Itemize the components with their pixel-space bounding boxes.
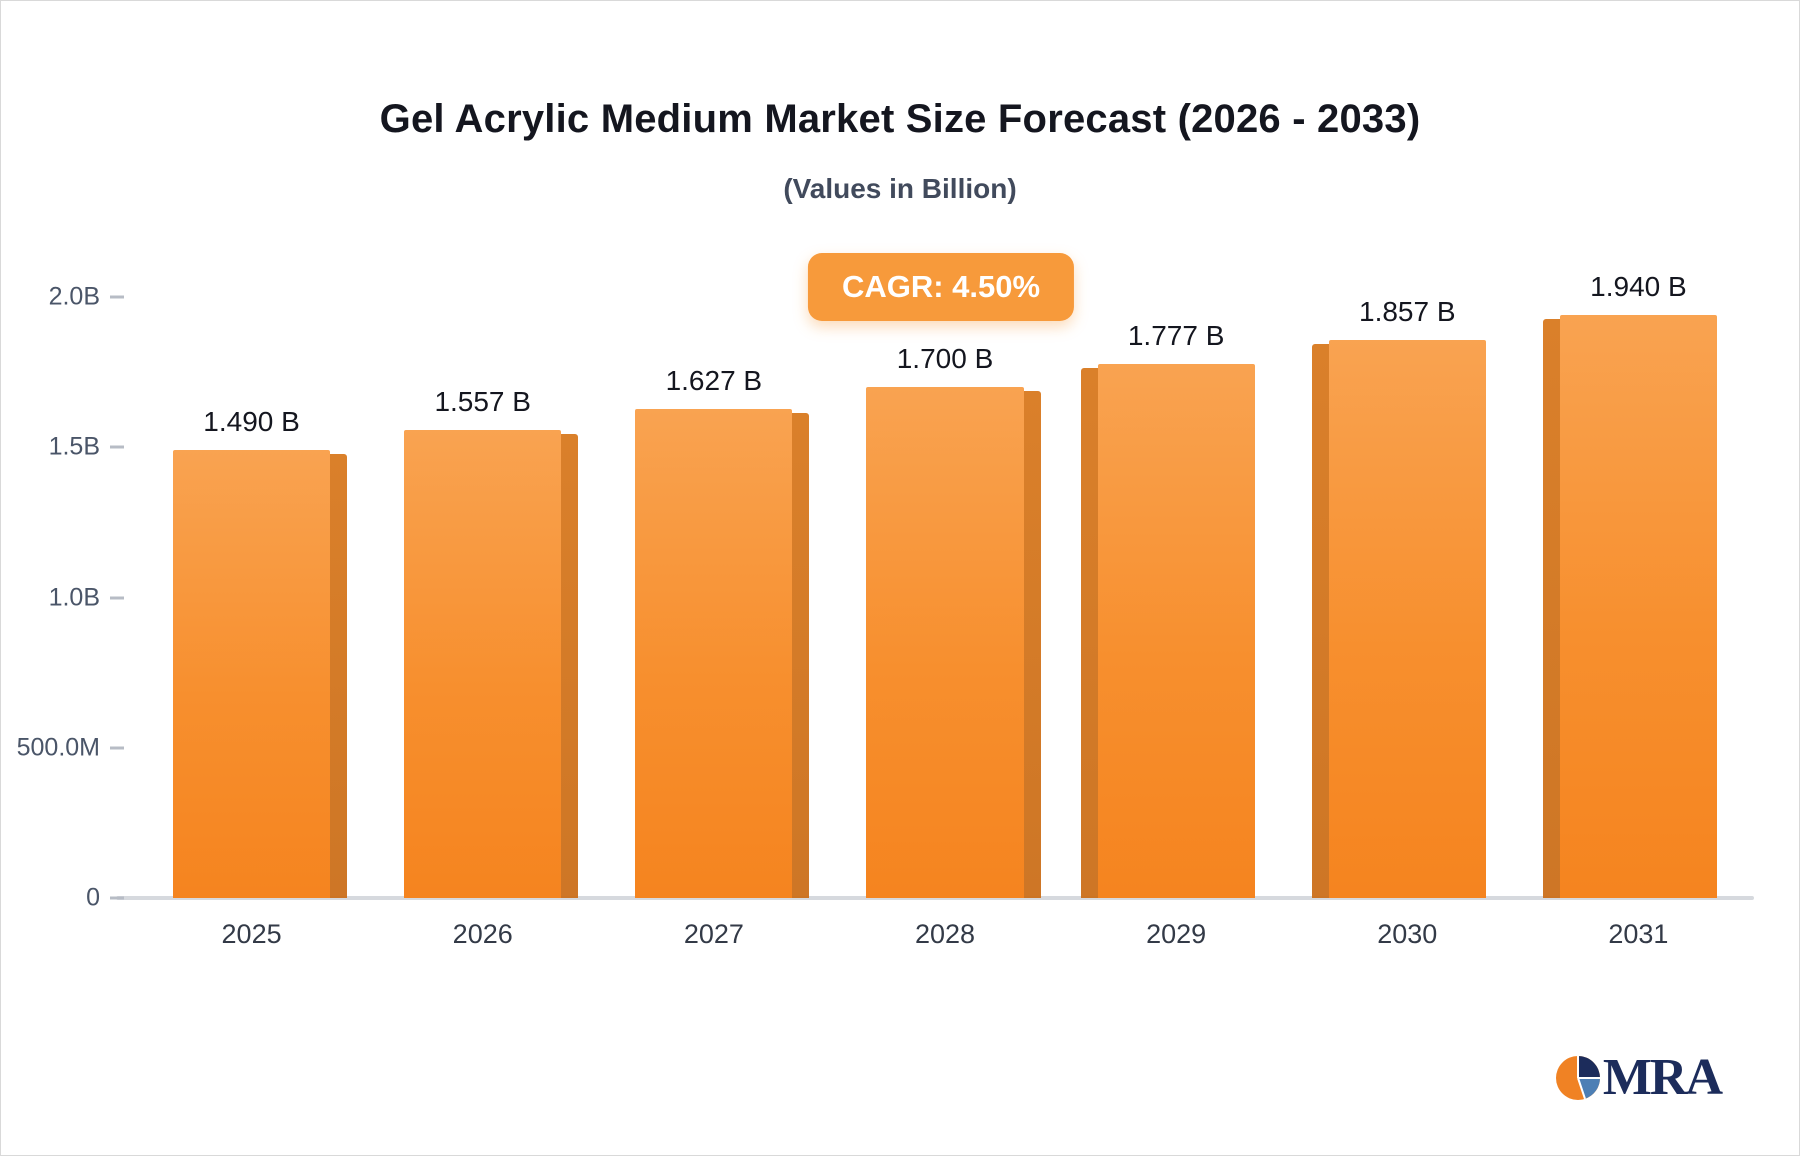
bar-2028: 1.700 B: [866, 343, 1041, 898]
chart-subtitle: (Values in Billion): [783, 173, 1017, 204]
y-tick-label: 0: [86, 883, 100, 912]
bar-value-label: 1.627 B: [665, 365, 763, 397]
y-tick-mark: [110, 445, 124, 449]
y-axis-tick: 1.0B: [6, 583, 124, 612]
bar-2026: 1.557 B: [404, 386, 579, 898]
y-tick-mark: [110, 295, 124, 299]
x-axis-label: 2030: [1377, 919, 1438, 949]
y-axis-tick: 500.0M: [6, 733, 124, 762]
bar-slot: 1.627 B 2027: [598, 297, 829, 949]
brand-logo-text: MRA: [1602, 1049, 1723, 1106]
y-tick-label: 2.0B: [48, 282, 100, 311]
y-axis-tick: 0: [6, 884, 124, 913]
brand-logo: MRA: [1555, 1048, 1723, 1107]
y-tick-mark: [110, 896, 124, 900]
bar-slot: 1.777 B 2029: [1061, 297, 1292, 949]
x-axis-baseline: [116, 896, 1754, 900]
x-axis-label: 2025: [221, 919, 282, 949]
y-tick-label: 1.0B: [48, 583, 100, 611]
y-tick-mark: [110, 746, 124, 750]
bar-slot: 1.940 B 2031: [1523, 271, 1754, 949]
x-axis-label: 2031: [1608, 919, 1669, 949]
chart-title: Gel Acrylic Medium Market Size Forecast …: [379, 97, 1421, 141]
bar-slot: 1.857 B 2030: [1292, 296, 1523, 949]
bar-value-label: 1.700 B: [896, 343, 994, 375]
y-tick-label: 1.5B: [48, 432, 100, 461]
bar-series: 1.490 B 2025 1.557 B 2026 1.627 B 2027 1.700 B…: [136, 271, 1754, 949]
bar-2025: 1.490 B: [172, 406, 348, 898]
brand-logo-pie-icon: [1555, 1055, 1600, 1100]
bar-slot: 1.490 B 2025: [136, 297, 367, 949]
x-axis-label: 2026: [452, 919, 513, 949]
x-axis-label: 2029: [1146, 919, 1207, 949]
plot-area: 2.0B 1.5B 1.0B 500.0M 0 1.490 B 2025 1.557 B 20…: [17, 271, 1754, 949]
bar-2031: 1.940 B: [1542, 271, 1717, 898]
y-axis-tick: 2.0B: [6, 283, 124, 312]
bar-2030: 1.857 B: [1311, 296, 1486, 899]
x-axis-label: 2028: [914, 919, 976, 949]
x-axis-label: 2027: [683, 919, 744, 949]
bar-value-label: 1.857 B: [1359, 295, 1456, 327]
bar-value-label: 1.557 B: [434, 386, 531, 418]
y-axis-tick: 1.5B: [6, 433, 124, 462]
y-tick-label: 500.0M: [16, 733, 100, 762]
bar-2027: 1.627 B: [635, 365, 810, 898]
y-tick-mark: [110, 596, 124, 599]
bar-value-label: 1.940 B: [1590, 271, 1687, 303]
bar-slot: 1.557 B 2026: [367, 297, 598, 949]
bar-value-label: 1.777 B: [1127, 320, 1225, 352]
bar-2029: 1.777 B: [1080, 320, 1255, 898]
bar-slot: 1.700 B 2028: [829, 297, 1060, 949]
cagr-badge: CAGR: 4.50%: [807, 253, 1075, 321]
bar-value-label: 1.490 B: [203, 406, 300, 438]
